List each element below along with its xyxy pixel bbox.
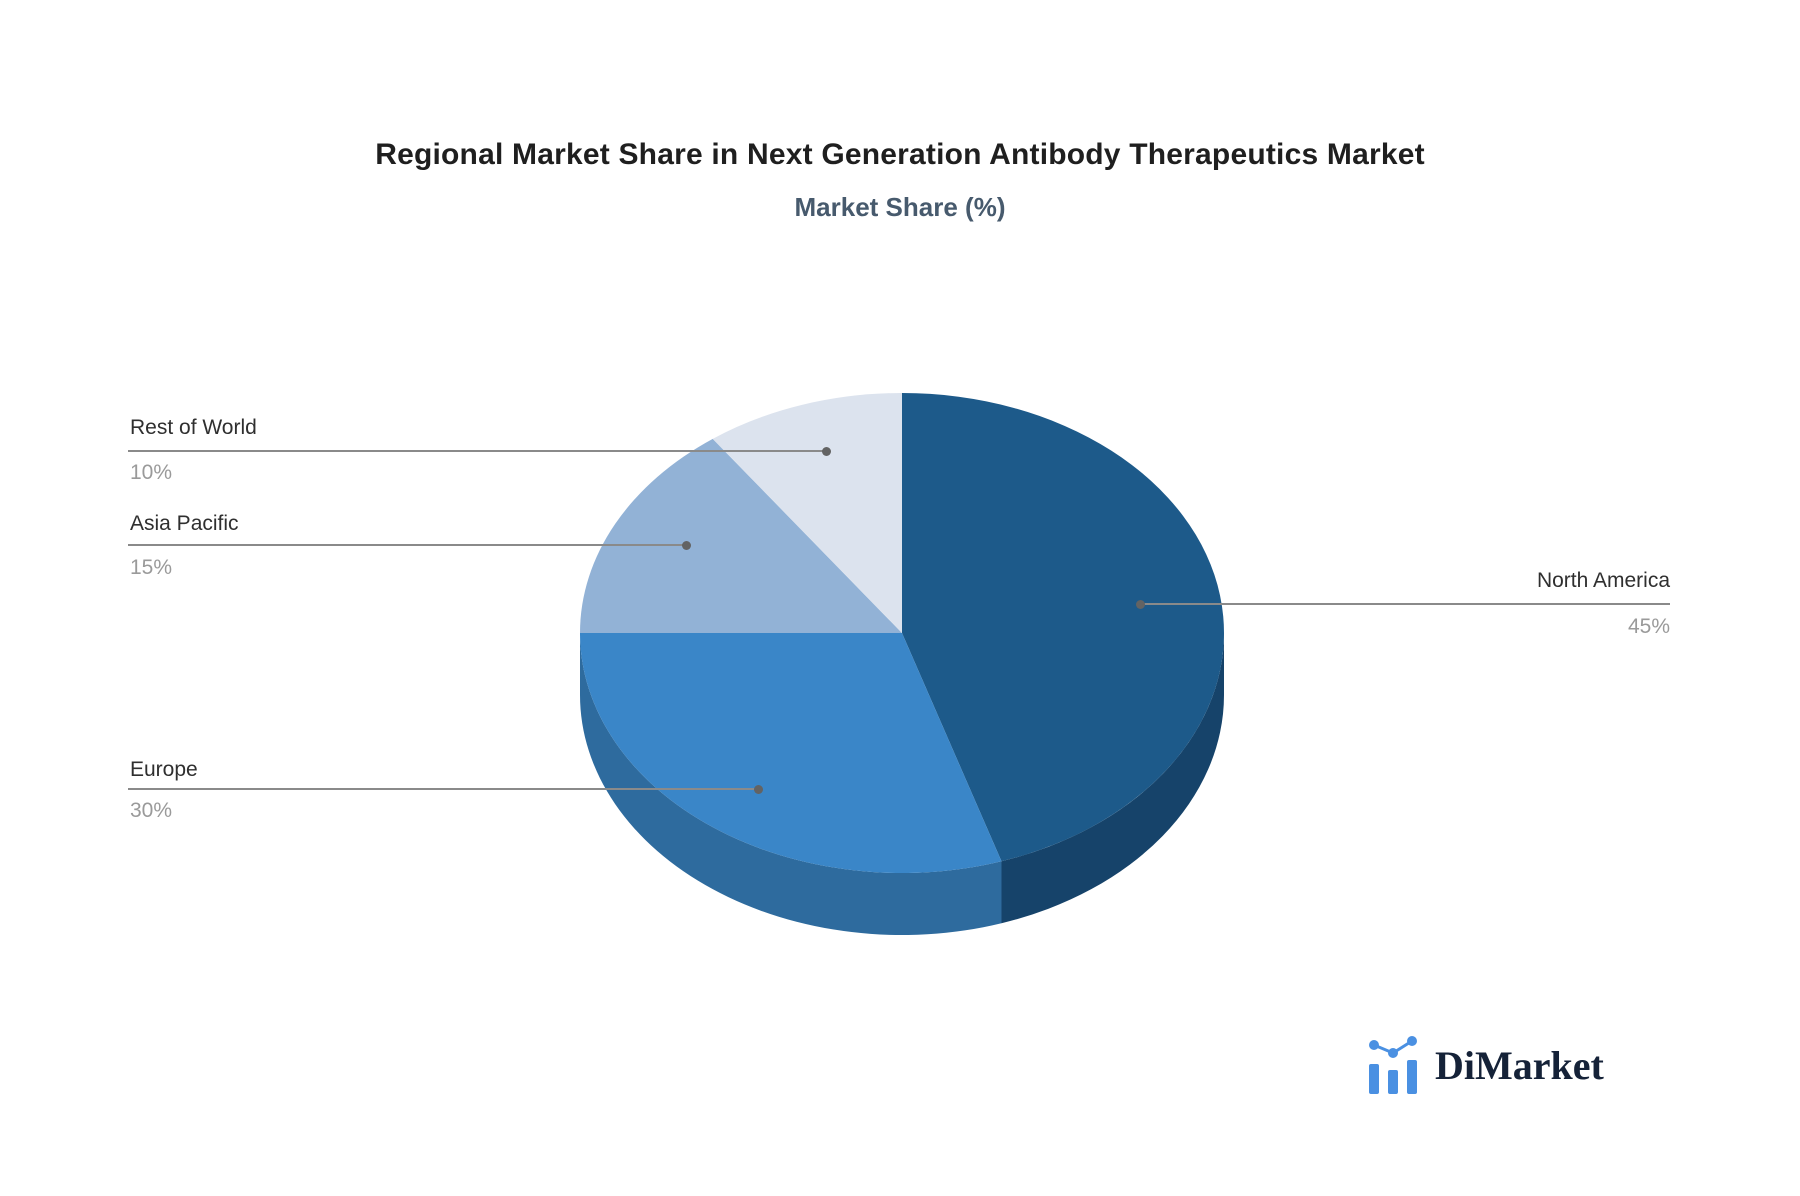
- callout-value-europe: 30%: [130, 799, 173, 822]
- bar-chart-logo-icon: [1369, 1036, 1417, 1094]
- brand-logo: DiMarket: [1367, 1036, 1604, 1096]
- callout-label-asia-pacific: Asia Pacific: [130, 512, 239, 535]
- chart-title: Regional Market Share in Next Generation…: [375, 138, 1425, 171]
- slice-north-america: [902, 393, 1224, 862]
- brand-name: DiMarket: [1435, 1043, 1604, 1088]
- slice-europe: [580, 633, 1002, 873]
- leader-line-asia-pacific: [128, 544, 687, 546]
- leader-line-europe: [128, 788, 759, 790]
- callout-value-north-america: 45%: [1627, 615, 1670, 638]
- callout-label-rest-of-world: Rest of World: [130, 416, 257, 439]
- leader-line-rest-of-world: [128, 450, 827, 452]
- slice-side-europe: [580, 633, 1002, 935]
- slice-rest-of-world: [712, 393, 902, 633]
- chart-subtitle: Market Share (%): [794, 192, 1006, 222]
- slice-side-north-america: [1001, 633, 1224, 924]
- leader-dot-north-america: [1136, 600, 1145, 609]
- slice-asia-pacific: [580, 438, 902, 633]
- callout-value-rest-of-world: 10%: [130, 461, 173, 484]
- callout-label-north-america: North America: [1536, 569, 1670, 592]
- callout-value-asia-pacific: 15%: [130, 556, 173, 579]
- callout-label-europe: Europe: [130, 758, 198, 781]
- leader-dot-rest-of-world: [822, 447, 831, 456]
- leader-dot-asia-pacific: [682, 541, 691, 550]
- leader-line-north-america: [1141, 603, 1670, 605]
- leader-dot-europe: [754, 785, 763, 794]
